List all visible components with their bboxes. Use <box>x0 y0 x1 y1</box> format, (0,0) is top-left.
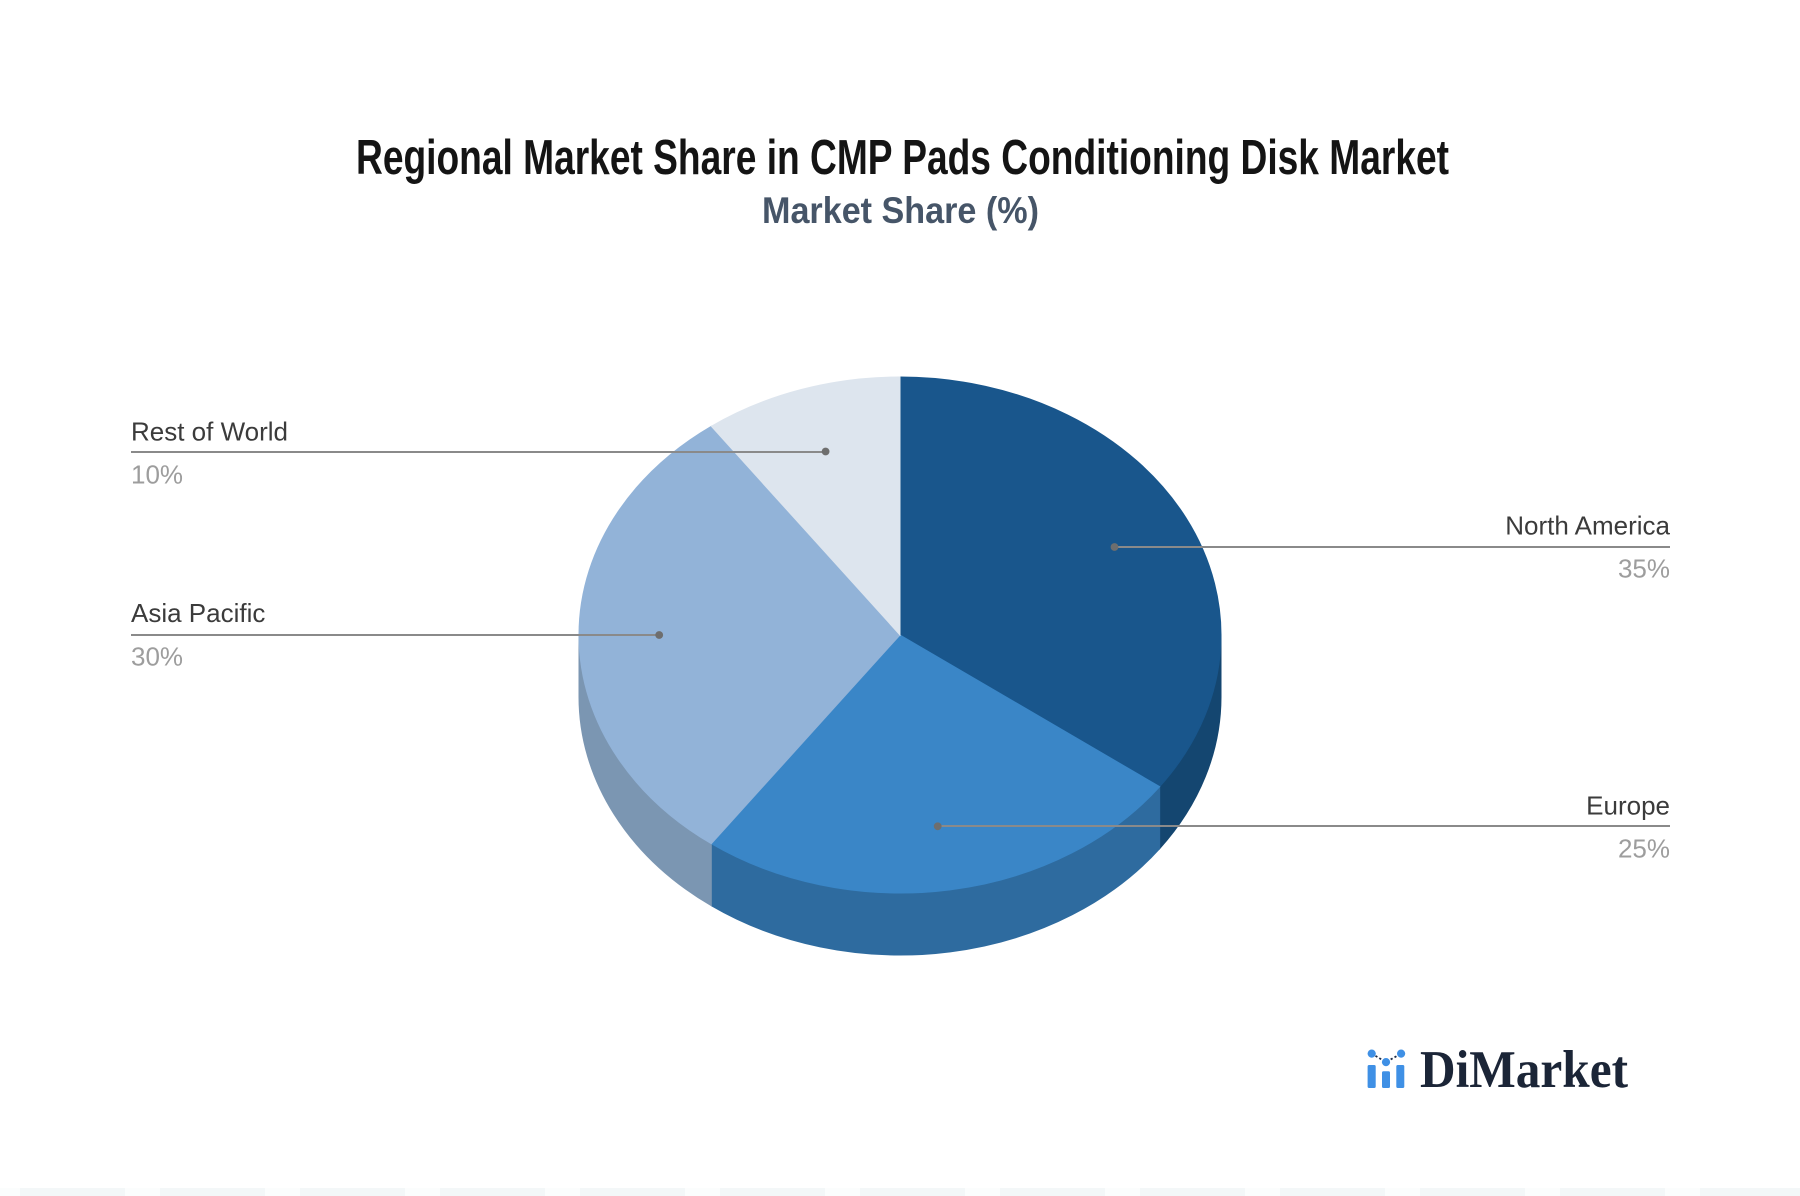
svg-text:Europe: Europe <box>1586 791 1670 821</box>
svg-text:25%: 25% <box>1618 834 1670 864</box>
svg-text:35%: 35% <box>1618 554 1670 584</box>
svg-text:Asia Pacific: Asia Pacific <box>131 598 265 628</box>
svg-text:Market Share (%): Market Share (%) <box>762 190 1039 231</box>
svg-text:Rest of World: Rest of World <box>131 417 288 447</box>
svg-text:30%: 30% <box>131 642 183 672</box>
svg-text:DiMarket: DiMarket <box>1420 1041 1628 1099</box>
svg-text:Regional Market Share in CMP P: Regional Market Share in CMP Pads Condit… <box>356 131 1449 185</box>
svg-text:10%: 10% <box>131 460 183 490</box>
svg-text:North America: North America <box>1505 511 1670 541</box>
